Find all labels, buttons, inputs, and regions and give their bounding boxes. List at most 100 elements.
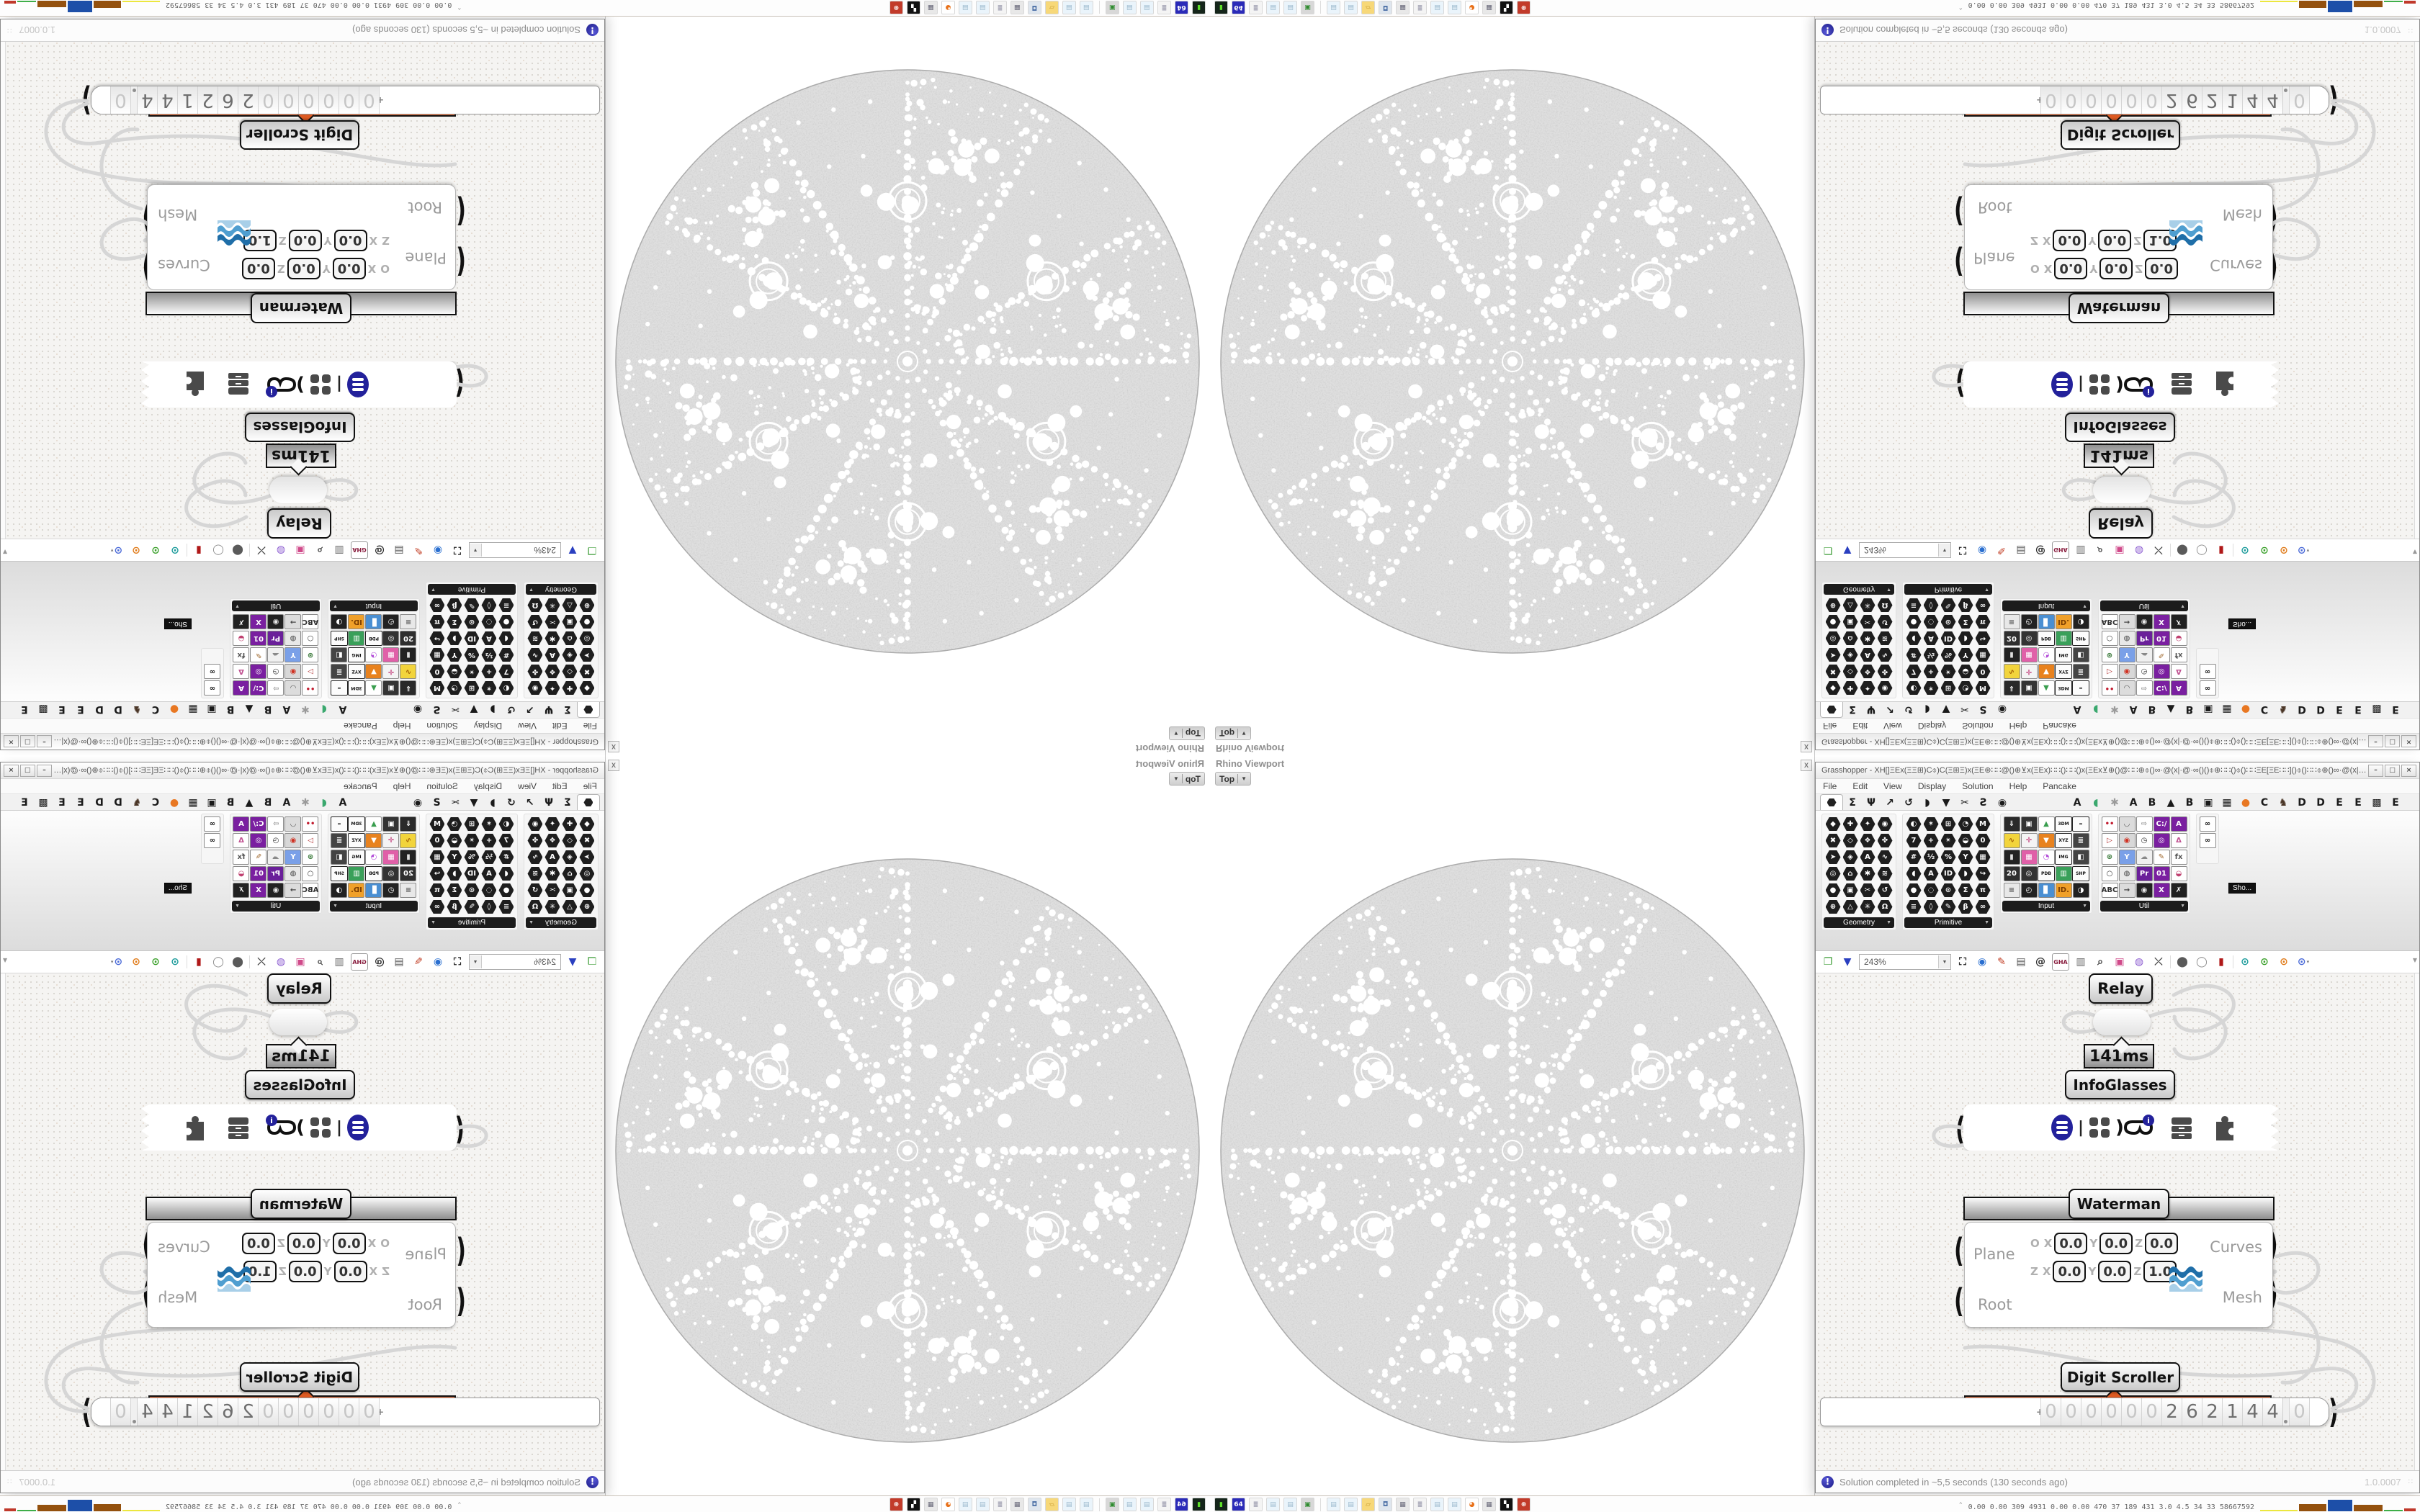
component-icon[interactable]: ◆: [1825, 817, 1841, 831]
origin-x-field[interactable]: 0.0: [332, 1233, 366, 1254]
component-icon[interactable]: ⊛: [2101, 647, 2118, 662]
maximize-button[interactable]: □: [20, 764, 35, 777]
component-icon[interactable]: ▷: [302, 664, 319, 679]
scroller-digit[interactable]: 4: [2262, 1398, 2282, 1426]
ribbon-tab[interactable]: E: [58, 797, 66, 809]
canvas-scrollbar[interactable]: [2414, 973, 2419, 1470]
component-icon[interactable]: ≣: [2072, 664, 2089, 679]
terminal-dark-icon[interactable]: ▚: [1500, 1498, 1513, 1511]
component-icon[interactable]: C:/: [250, 816, 267, 832]
component-icon[interactable]: Y: [2118, 850, 2136, 865]
component-icon[interactable]: ▲: [2038, 680, 2055, 696]
floppy-64-icon[interactable]: 64: [1232, 1, 1245, 14]
terminal-dark-icon[interactable]: ▚: [1500, 1, 1513, 14]
component-icon[interactable]: ◇: [563, 834, 578, 847]
component-icon[interactable]: A: [1860, 850, 1876, 864]
component-icon[interactable]: ≋: [528, 631, 543, 645]
component-icon[interactable]: π: [430, 615, 445, 629]
component-icon[interactable]: →: [284, 883, 302, 898]
component-icon[interactable]: ∞: [1976, 598, 1991, 612]
component-icon[interactable]: ▣: [1842, 883, 1858, 897]
draw-icon[interactable]: ✎: [1997, 544, 2006, 556]
menu-view[interactable]: View: [1883, 721, 1902, 731]
system-icon[interactable]: ◘: [1379, 1, 1392, 14]
component-icon[interactable]: Δ: [233, 833, 250, 848]
ribbon-tab[interactable]: ▩: [2372, 703, 2382, 715]
zaxis-x-field[interactable]: 0.0: [2053, 1261, 2087, 1282]
panel-label[interactable]: Primitive ▼: [1904, 584, 1992, 595]
component-icon[interactable]: ⊕: [580, 900, 595, 914]
chevron-down-icon[interactable]: ▼: [1173, 775, 1179, 782]
puzzle-icon[interactable]: [181, 1112, 212, 1143]
component-icon[interactable]: Pr: [267, 631, 284, 646]
chevron-up-icon[interactable]: ⌃: [457, 4, 462, 11]
component-icon[interactable]: 0: [1975, 834, 1991, 847]
component-icon[interactable]: ◷: [2136, 833, 2153, 848]
component-icon[interactable]: Pr: [267, 866, 284, 881]
component-icon[interactable]: Σ: [447, 615, 462, 629]
menu-pancake[interactable]: Pancake: [2043, 781, 2076, 791]
component-icon[interactable]: ↪: [430, 867, 445, 881]
toolbar-overflow-icon[interactable]: ▼: [3, 549, 8, 555]
ribbon-tab[interactable]: ▲: [2166, 703, 2175, 715]
title-bar[interactable]: Grasshopper - XH[]ΞΕx(ΞΞ⊞)C⌽)C(Ξ⊞Ξ)x(ΞΕ⊛…: [1816, 762, 2419, 779]
zoom-extents-icon[interactable]: ⛶: [1959, 956, 1966, 968]
component-icon[interactable]: ≡: [400, 883, 417, 898]
component-icon[interactable]: 01: [2153, 866, 2170, 881]
folder-icon[interactable]: ▱: [1045, 1498, 1059, 1511]
component-icon[interactable]: IMG: [348, 850, 365, 865]
cluster-dark-icon[interactable]: ⬤: [2177, 544, 2188, 556]
component-icon[interactable]: ✎: [465, 900, 480, 914]
cylinder-red-icon[interactable]: ▮: [196, 956, 202, 968]
digit-scroller[interactable]: +0 0 0 0 0 0 2 6 2 1 4 4 0: [1820, 1398, 2329, 1426]
ribbon-tab[interactable]: B: [2148, 797, 2156, 809]
pin-teal-icon[interactable]: ⊙: [2241, 544, 2249, 556]
component-icon[interactable]: ○: [2101, 866, 2118, 881]
component-icon[interactable]: M: [1975, 817, 1991, 831]
component-icon[interactable]: ◑: [331, 614, 348, 629]
digit-scroller[interactable]: +0 0 0 0 0 0 2 6 2 1 4 4 0: [91, 86, 600, 114]
pin-orange-icon[interactable]: ⊙: [132, 956, 140, 968]
component-icon[interactable]: fx: [233, 647, 250, 662]
notepad-icon[interactable]: ▤: [1448, 1498, 1461, 1511]
component-icon[interactable]: SHP: [2072, 631, 2089, 646]
component-icon[interactable]: Σ: [1958, 615, 1973, 629]
component-icon[interactable]: ▲: [2038, 816, 2055, 832]
menu-display[interactable]: Display: [473, 721, 503, 731]
infoglasses-toolbar[interactable]: | ) i: [1963, 1104, 2279, 1151]
component-icon[interactable]: ✴: [465, 834, 480, 847]
component-icon[interactable]: ◉: [284, 664, 302, 679]
component-icon[interactable]: △: [1842, 900, 1858, 914]
component-icon[interactable]: C:/: [250, 680, 267, 696]
ribbon-tab[interactable]: Σ: [1849, 703, 1856, 715]
component-icon[interactable]: 20: [2003, 866, 2020, 881]
gh-canvas[interactable]: Relay 141ms InfoGlasses: [1816, 973, 2419, 1470]
component-icon[interactable]: ☁: [267, 850, 284, 865]
component-icon[interactable]: ◧: [331, 647, 348, 662]
ribbon-tab[interactable]: ▩: [2372, 797, 2382, 809]
component-icon[interactable]: ✤: [1878, 665, 1893, 678]
ribbon-tab[interactable]: Ψ: [1867, 703, 1876, 715]
scroller-digit[interactable]: 1: [2222, 1398, 2242, 1426]
notepad-icon[interactable]: ▤: [1344, 1498, 1358, 1511]
console-green-icon[interactable]: ▮: [1192, 1498, 1206, 1511]
component-icon[interactable]: %: [465, 850, 480, 864]
notepad-icon[interactable]: ▤: [959, 1, 972, 14]
notes-icon[interactable]: ▥: [334, 544, 344, 556]
component-icon[interactable]: ✚: [563, 681, 578, 695]
red-badge-icon[interactable]: ⊛: [889, 1498, 903, 1511]
ribbon-tab[interactable]: ✱: [2110, 797, 2119, 809]
component-icon[interactable]: ½: [482, 648, 497, 662]
component-icon[interactable]: Σ: [447, 883, 462, 897]
chevron-down-icon[interactable]: ▼: [1938, 544, 1950, 557]
open-file-icon[interactable]: ❐: [587, 544, 597, 556]
component-icon[interactable]: ◖: [499, 867, 514, 881]
ribbon-tab[interactable]: E: [21, 703, 28, 715]
component-icon[interactable]: ✎: [1940, 900, 1956, 914]
system-icon[interactable]: ◘: [1379, 1498, 1392, 1511]
component-icon[interactable]: ▣: [1843, 615, 1858, 629]
component-icon[interactable]: ◎: [250, 664, 267, 679]
component-icon[interactable]: ▣: [382, 816, 400, 832]
component-icon[interactable]: ⇓: [400, 680, 417, 696]
origin-x-field[interactable]: 0.0: [332, 258, 366, 279]
